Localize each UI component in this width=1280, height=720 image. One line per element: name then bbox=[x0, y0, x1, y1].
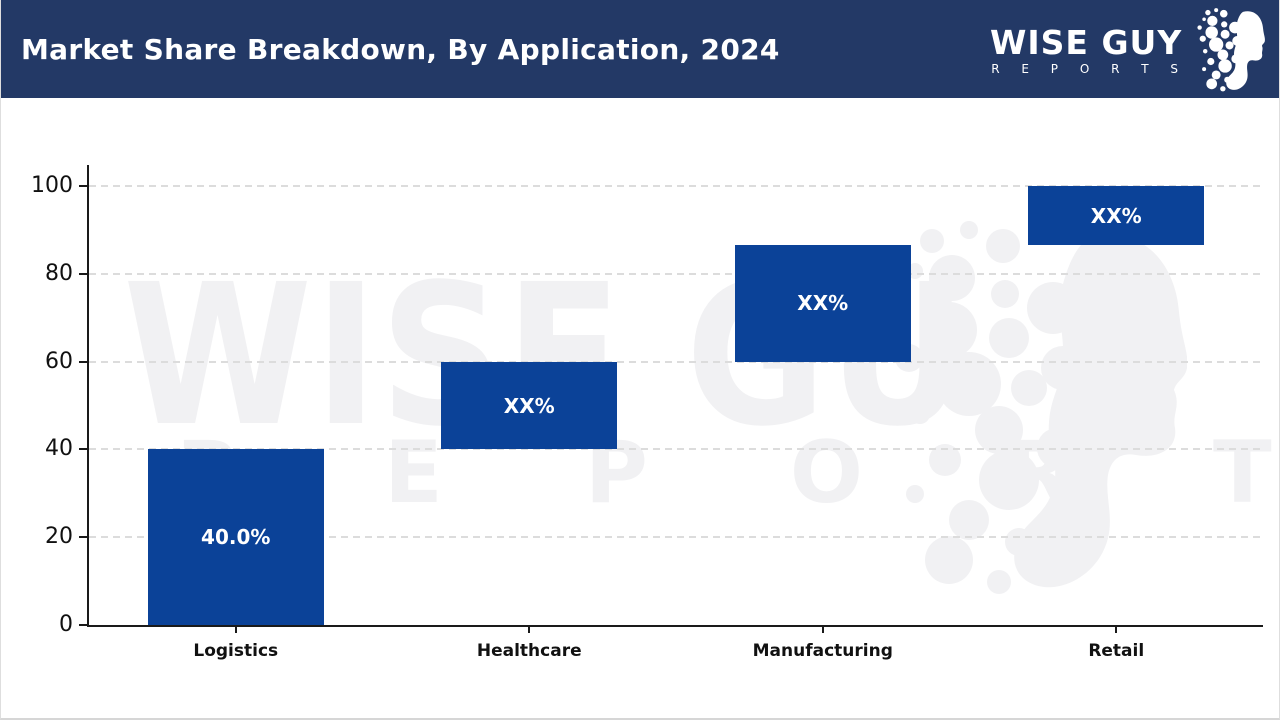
y-tick-80 bbox=[79, 272, 87, 275]
header-bar: Market Share Breakdown, By Application, … bbox=[1, 0, 1279, 98]
logo-wordmark: WISE GUY bbox=[989, 22, 1183, 62]
bar-logistics bbox=[147, 449, 324, 625]
bar-manufacturing bbox=[734, 245, 911, 362]
logo-head-dots-icon bbox=[1197, 8, 1265, 92]
x-category-label-healthcare: Healthcare bbox=[476, 641, 582, 661]
bar-value-label-logistics: 40.0% bbox=[201, 525, 271, 550]
gridline-y-80 bbox=[89, 272, 1263, 275]
y-tick-label-0: 0 bbox=[59, 612, 73, 637]
chart-title: Market Share Breakdown, By Application, … bbox=[21, 32, 780, 66]
y-tick-label-40: 40 bbox=[45, 436, 73, 462]
y-tick-label-80: 80 bbox=[45, 260, 73, 286]
bar-value-label-manufacturing: XX% bbox=[797, 291, 849, 316]
x-category-label-retail: Retail bbox=[1088, 641, 1145, 661]
y-axis-line bbox=[87, 165, 89, 627]
wise-guy-reports-logo: WISE GUY R E P O R T S bbox=[985, 6, 1267, 94]
x-category-label-manufacturing: Manufacturing bbox=[752, 641, 893, 661]
bar-healthcare bbox=[441, 361, 618, 450]
gridline-y-40 bbox=[89, 448, 1263, 451]
logo-text: WISE GUY R E P O R T S bbox=[985, 26, 1187, 75]
x-axis-line bbox=[87, 625, 1263, 627]
bar-retail bbox=[1028, 186, 1205, 246]
y-tick-60 bbox=[79, 360, 87, 363]
y-tick-label-20: 20 bbox=[45, 524, 73, 550]
x-category-label-logistics: Logistics bbox=[193, 641, 279, 661]
x-tick-healthcare bbox=[528, 627, 531, 633]
gridline-y-100 bbox=[89, 185, 1263, 187]
x-tick-logistics bbox=[234, 627, 237, 633]
y-tick-40 bbox=[79, 448, 87, 451]
y-tick-label-60: 60 bbox=[45, 348, 73, 374]
y-tick-0 bbox=[79, 624, 87, 626]
x-tick-manufacturing bbox=[821, 627, 824, 633]
bar-value-label-retail: XX% bbox=[1090, 203, 1142, 228]
logo-subtitle: R E P O R T S bbox=[991, 61, 1187, 76]
gridline-y-60 bbox=[89, 360, 1263, 363]
y-tick-20 bbox=[79, 536, 87, 539]
x-tick-retail bbox=[1115, 627, 1118, 633]
y-tick-label-100: 100 bbox=[31, 173, 73, 198]
y-tick-100 bbox=[79, 185, 87, 187]
gridline-y-20 bbox=[89, 536, 1263, 539]
bar-value-label-healthcare: XX% bbox=[503, 393, 555, 418]
